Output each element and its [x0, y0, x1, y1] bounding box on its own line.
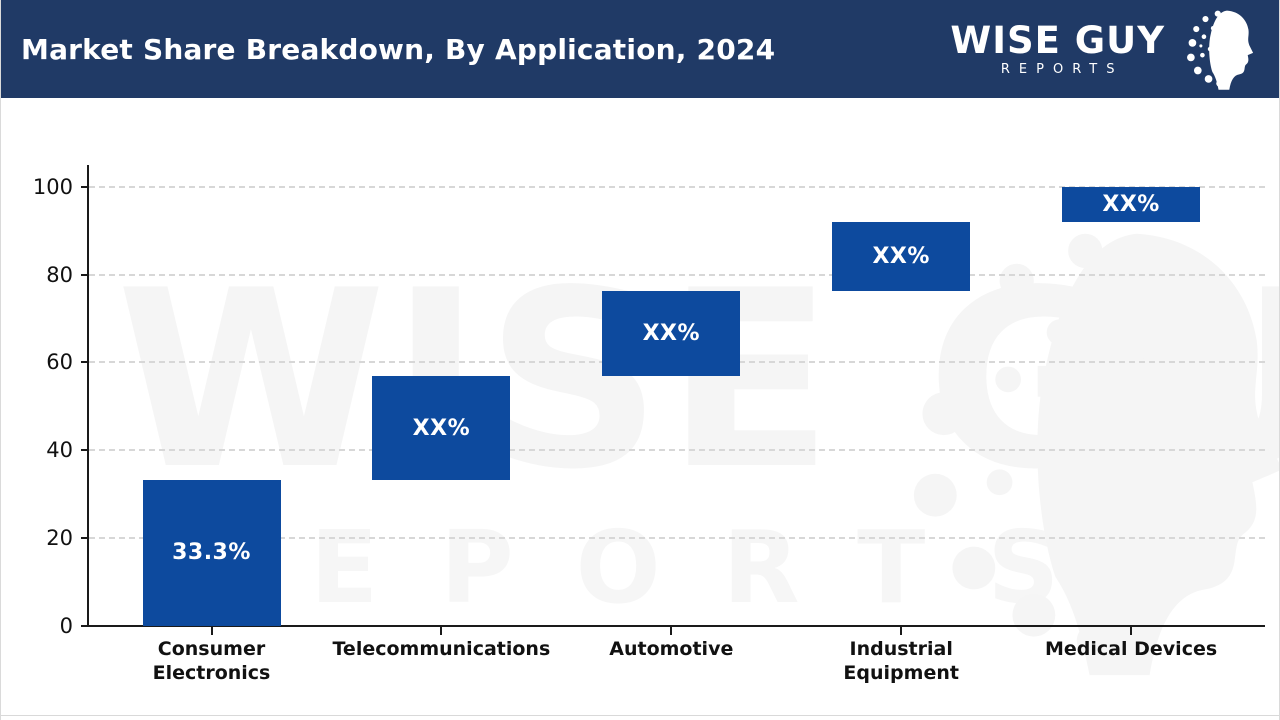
y-tick-label: 0	[59, 614, 73, 638]
y-tick-label: 100	[32, 174, 73, 199]
x-tick-mark	[440, 627, 443, 635]
x-tick-mark	[900, 627, 903, 635]
brand-wordmark: WISE GUY REPORTS	[950, 22, 1165, 77]
x-tick-label: Telecommunications	[321, 638, 561, 662]
gridline	[89, 449, 1265, 452]
gridline	[89, 273, 1265, 276]
bar-value-label: XX%	[642, 321, 701, 347]
bar-value-label: 33.3%	[172, 540, 251, 566]
x-tick-label: Automotive	[551, 638, 791, 662]
y-tick-mark	[81, 537, 89, 540]
x-tick-label-line: Equipment	[843, 661, 959, 684]
bar-telecommunications: XX%	[372, 376, 511, 480]
x-tick-label: Consumer Electronics	[92, 638, 332, 686]
brand-subtitle: REPORTS	[1000, 61, 1124, 77]
y-tick-mark	[81, 361, 89, 364]
x-tick-mark	[670, 627, 673, 635]
x-tick-label-line: Automotive	[609, 638, 734, 660]
y-tick-label: 80	[46, 262, 73, 287]
x-axis-line	[87, 625, 1265, 627]
x-tick-label: Industrial Equipment	[781, 638, 1021, 686]
page-title: Market Share Breakdown, By Application, …	[21, 32, 776, 66]
y-tick-label: 20	[46, 526, 73, 551]
x-tick-label-line: Industrial	[849, 638, 953, 660]
y-tick-mark	[81, 625, 89, 627]
bar-automotive: XX%	[602, 290, 741, 377]
x-tick-label-line: Consumer	[157, 638, 266, 660]
brand-face-icon	[1187, 10, 1254, 90]
y-tick-label: 40	[46, 438, 73, 463]
y-tick-mark	[81, 185, 89, 188]
bottom-divider	[1, 715, 1279, 716]
gridline	[89, 185, 1265, 188]
bar-industrial-equipment: XX%	[832, 221, 971, 291]
bar-consumer-electronics: 33.3%	[142, 479, 281, 626]
bar-value-label: XX%	[412, 415, 471, 441]
y-tick-mark	[81, 449, 89, 452]
y-axis-line	[87, 165, 89, 627]
header-band: Market Share Breakdown, By Application, …	[1, 0, 1279, 98]
bar-medical-devices: XX%	[1062, 186, 1201, 222]
y-tick-mark	[81, 273, 89, 276]
bar-value-label: XX%	[1102, 191, 1160, 217]
x-tick-mark	[1130, 627, 1133, 635]
x-tick-label-line: Telecommunications	[332, 638, 551, 660]
x-tick-mark	[210, 627, 213, 635]
bar-value-label: XX%	[872, 243, 930, 269]
x-tick-label: Medical Devices	[1011, 638, 1251, 662]
x-tick-label-line: Electronics	[152, 661, 271, 684]
brand-name: WISE GUY	[950, 18, 1165, 62]
brand-logo: WISE GUY REPORTS	[950, 6, 1265, 92]
gridline	[89, 537, 1265, 540]
y-tick-label: 60	[46, 350, 73, 375]
x-tick-label-line: Medical Devices	[1045, 638, 1218, 660]
